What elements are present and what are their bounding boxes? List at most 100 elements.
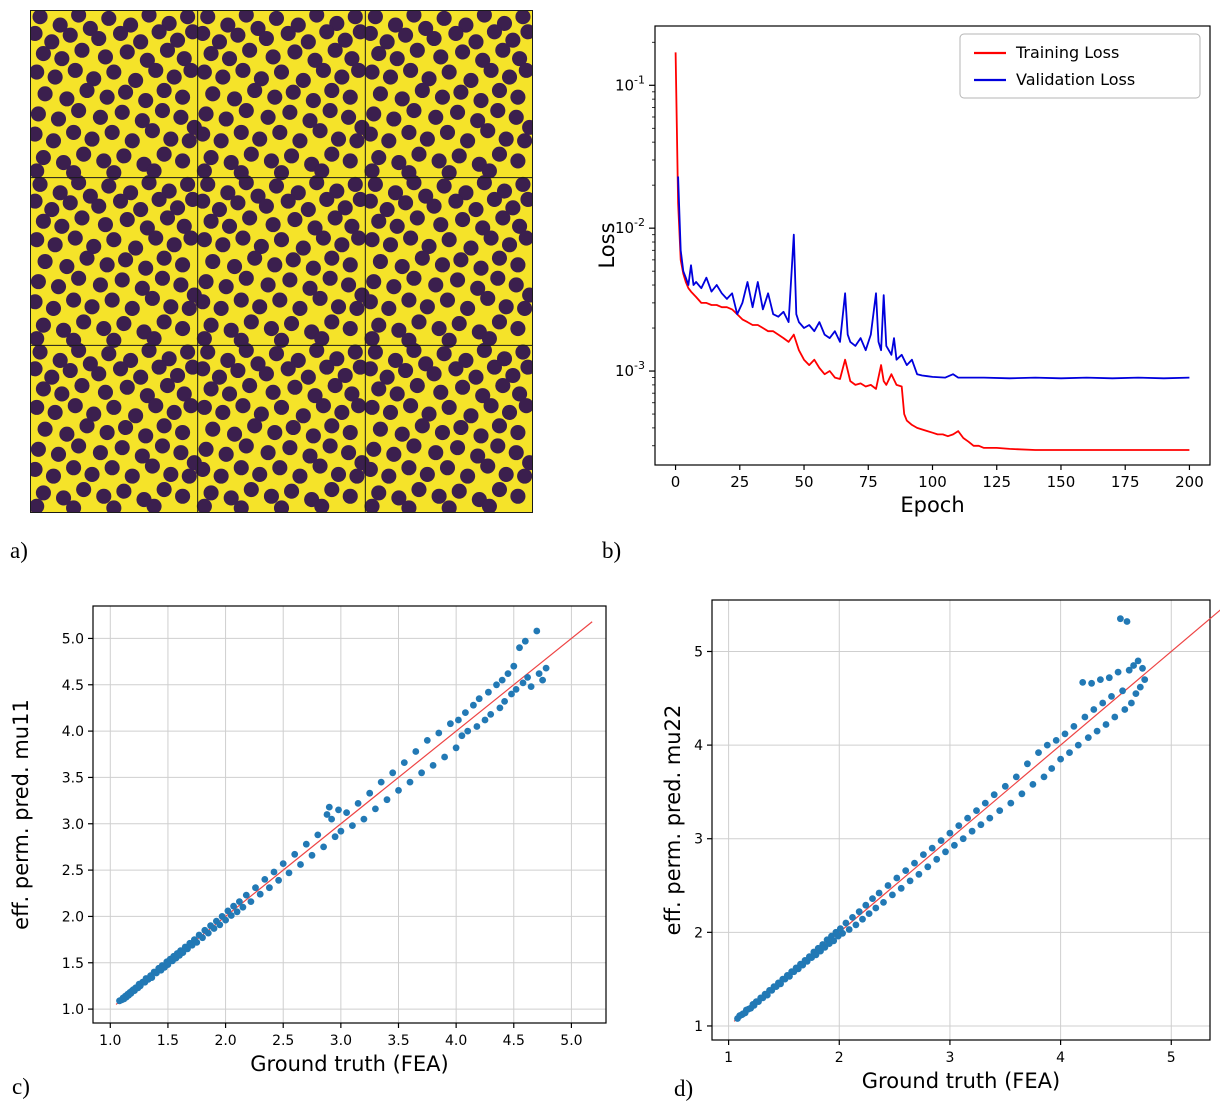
y-tick-label: 1.0	[62, 1002, 84, 1018]
inclusion-circle	[329, 183, 345, 199]
inclusion-circle	[362, 126, 378, 142]
inclusion-circle	[106, 165, 122, 181]
inclusion-circle	[84, 299, 100, 315]
inclusion-circle	[463, 408, 479, 424]
inclusion-circle	[295, 408, 311, 424]
inclusion-circle	[144, 458, 160, 474]
inclusion-circle	[386, 111, 402, 127]
inclusion-circle	[508, 109, 524, 125]
inclusion-circle	[133, 34, 149, 50]
data-point	[323, 811, 331, 818]
inclusion-circle	[334, 404, 350, 420]
inclusion-circle	[419, 299, 435, 315]
inclusion-circle	[166, 404, 182, 420]
inclusion-circle	[463, 240, 479, 256]
inclusion-circle	[421, 71, 437, 87]
inclusion-circle	[253, 406, 269, 422]
x-tick-label: 1	[724, 1050, 733, 1066]
x-axis-label: Ground truth (FEA)	[862, 1069, 1060, 1093]
inclusion-circle	[221, 51, 238, 67]
inclusion-circle	[181, 133, 197, 149]
inclusion-circle	[518, 398, 533, 414]
inclusion-circle	[96, 488, 112, 504]
data-point	[1081, 713, 1089, 721]
inclusion-circle	[280, 361, 296, 377]
inclusion-circle	[315, 230, 331, 246]
inclusion-circle	[302, 280, 318, 296]
inclusion-circle	[520, 24, 533, 40]
data-point	[959, 835, 967, 843]
inclusion-circle	[406, 103, 422, 119]
data-point	[1105, 674, 1113, 682]
inclusion-circle	[196, 399, 212, 415]
inclusion-circle	[180, 176, 196, 192]
inclusion-circle	[250, 188, 266, 204]
inclusion-circle	[460, 133, 476, 149]
inclusion-circle	[330, 299, 347, 315]
inclusion-circle	[421, 406, 437, 422]
data-point	[247, 898, 255, 905]
data-point	[496, 704, 504, 712]
inclusion-circle	[173, 445, 189, 461]
inclusion-circle	[337, 200, 353, 216]
inclusion-circle	[170, 200, 186, 216]
inclusion-circle	[426, 30, 442, 47]
inclusion-circle	[119, 379, 135, 395]
inclusion-circle	[436, 346, 452, 362]
data-point	[986, 814, 994, 822]
inclusion-circle	[496, 183, 513, 199]
inclusion-circle	[71, 10, 87, 23]
data-point	[880, 899, 887, 906]
inclusion-circle	[342, 153, 358, 169]
data-point	[441, 753, 448, 761]
data-point	[849, 914, 856, 921]
data-point	[227, 912, 235, 919]
inclusion-circle	[349, 133, 365, 149]
data-point	[455, 716, 462, 724]
y-tick-label: 5	[694, 644, 703, 660]
inclusion-circle	[32, 10, 48, 25]
inclusion-circle	[495, 210, 511, 226]
data-point	[423, 737, 431, 744]
inclusion-circle	[517, 468, 533, 484]
y-tick-label: 3	[694, 832, 703, 848]
inclusion-circle	[381, 300, 397, 316]
data-point	[412, 748, 420, 755]
inclusion-circle	[156, 314, 172, 330]
inclusion-circle	[52, 17, 68, 33]
inclusion-circle	[394, 258, 410, 275]
inclusion-circle	[433, 217, 449, 233]
inclusion-circle	[510, 321, 526, 337]
inclusion-circle	[409, 378, 425, 394]
y-axis-label: eff. perm. pred. mu22	[661, 705, 685, 936]
inclusion-circle	[364, 331, 380, 347]
data-point	[1119, 687, 1126, 695]
inclusion-circle	[128, 408, 144, 424]
inclusion-circle	[166, 69, 182, 85]
inclusion-circle	[265, 49, 281, 65]
data-point	[964, 814, 971, 822]
inclusion-circle	[448, 25, 464, 42]
inclusion-circle	[148, 398, 164, 414]
inclusion-circle	[433, 384, 449, 400]
inclusion-circle	[163, 299, 179, 315]
inclusion-circle	[195, 294, 211, 310]
inclusion-circle	[218, 111, 234, 127]
data-point	[1007, 799, 1015, 807]
inclusion-circle	[431, 321, 447, 337]
inclusion-circle	[386, 446, 402, 462]
inclusion-circle	[292, 468, 308, 484]
inclusion-circle	[515, 344, 531, 360]
y-tick-label: 1.5	[62, 956, 84, 972]
inclusion-circle	[156, 82, 172, 99]
inclusion-circle	[170, 367, 186, 384]
inclusion-circle	[273, 500, 290, 513]
inclusion-circle	[253, 238, 269, 254]
inclusion-circle	[159, 42, 176, 58]
data-point	[389, 769, 397, 777]
inclusion-circle	[344, 386, 360, 402]
inclusion-circle	[379, 201, 395, 218]
data-point	[256, 890, 264, 898]
inclusion-circle	[418, 188, 434, 204]
inclusion-circle	[391, 155, 407, 171]
